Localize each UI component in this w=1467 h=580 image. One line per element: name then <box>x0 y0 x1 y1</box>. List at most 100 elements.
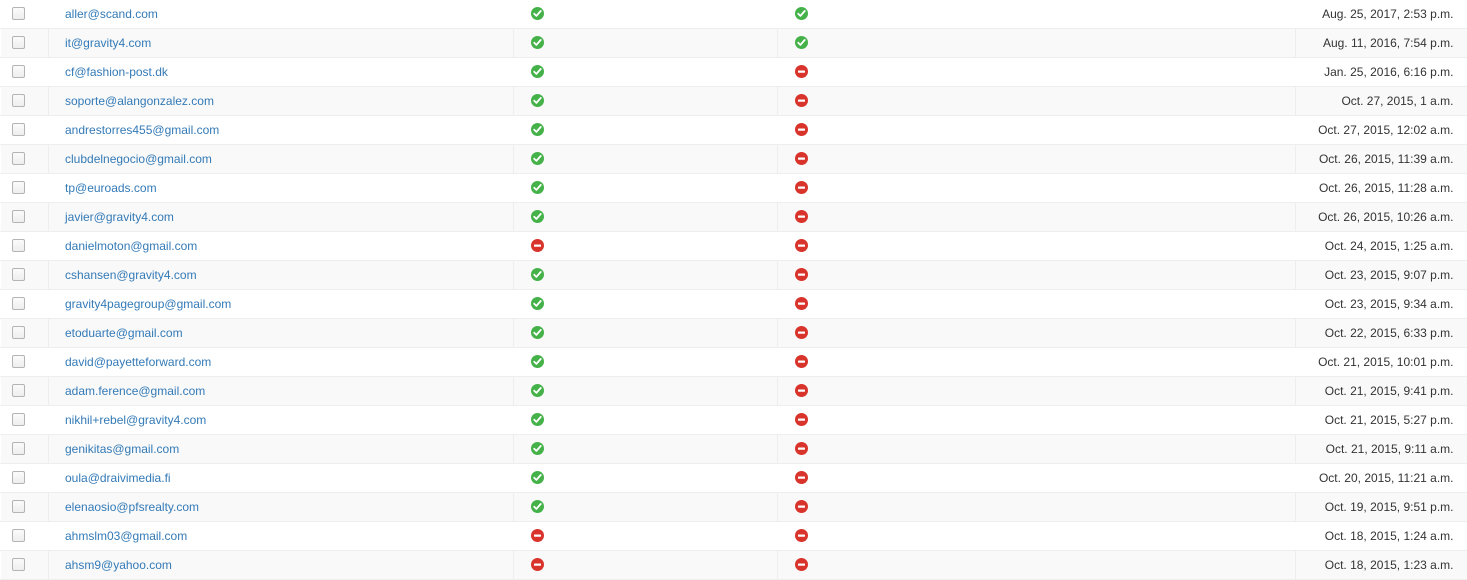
email-cell[interactable]: danielmoton@gmail.com <box>49 232 514 261</box>
email-cell[interactable]: tp@euroads.com <box>49 174 514 203</box>
email-link[interactable]: cshansen@gravity4.com <box>65 268 197 282</box>
email-link[interactable]: aller@scand.com <box>65 7 158 21</box>
row-select-checkbox[interactable] <box>12 500 25 513</box>
email-cell[interactable]: soporte@alangonzalez.com <box>49 87 514 116</box>
email-link[interactable]: ahsm9@yahoo.com <box>65 558 172 572</box>
email-link[interactable]: andrestorres455@gmail.com <box>65 123 219 137</box>
row-select-cell[interactable] <box>1 551 49 580</box>
email-link[interactable]: etoduarte@gmail.com <box>65 326 183 340</box>
email-link[interactable]: david@payetteforward.com <box>65 355 211 369</box>
row-select-cell[interactable] <box>1 319 49 348</box>
email-link[interactable]: nikhil+rebel@gravity4.com <box>65 413 206 427</box>
row-select-checkbox[interactable] <box>12 529 25 542</box>
email-link[interactable]: genikitas@gmail.com <box>65 442 179 456</box>
row-select-checkbox[interactable] <box>12 384 25 397</box>
row-select-checkbox[interactable] <box>12 268 25 281</box>
email-link[interactable]: clubdelnegocio@gmail.com <box>65 152 212 166</box>
email-cell[interactable]: david@payetteforward.com <box>49 348 514 377</box>
row-select-cell[interactable] <box>1 261 49 290</box>
row-select-cell[interactable] <box>1 377 49 406</box>
email-link[interactable]: javier@gravity4.com <box>65 210 174 224</box>
email-cell[interactable]: clubdelnegocio@gmail.com <box>49 145 514 174</box>
row-select-cell[interactable] <box>1 0 49 29</box>
email-link[interactable]: it@gravity4.com <box>65 36 151 50</box>
row-select-cell[interactable] <box>1 406 49 435</box>
email-link[interactable]: adam.ference@gmail.com <box>65 384 205 398</box>
row-select-cell[interactable] <box>1 435 49 464</box>
email-cell[interactable]: genikitas@gmail.com <box>49 435 514 464</box>
email-cell[interactable]: adam.ference@gmail.com <box>49 377 514 406</box>
row-select-checkbox[interactable] <box>12 471 25 484</box>
email-link[interactable]: ahmslm03@gmail.com <box>65 529 187 543</box>
email-cell[interactable]: it@gravity4.com <box>49 29 514 58</box>
row-select-checkbox[interactable] <box>12 65 25 78</box>
row-select-checkbox[interactable] <box>12 326 25 339</box>
row-select-cell[interactable] <box>1 203 49 232</box>
email-cell[interactable]: etoduarte@gmail.com <box>49 319 514 348</box>
row-select-checkbox[interactable] <box>12 297 25 310</box>
email-cell[interactable]: javier@gravity4.com <box>49 203 514 232</box>
row-select-cell[interactable] <box>1 522 49 551</box>
row-select-cell[interactable] <box>1 232 49 261</box>
email-cell[interactable]: gravity4pagegroup@gmail.com <box>49 290 514 319</box>
email-cell[interactable]: ahmslm03@gmail.com <box>49 522 514 551</box>
email-link[interactable]: tp@euroads.com <box>65 181 157 195</box>
email-link[interactable]: soporte@alangonzalez.com <box>65 94 214 108</box>
row-select-cell[interactable] <box>1 87 49 116</box>
row-select-cell[interactable] <box>1 348 49 377</box>
row-select-cell[interactable] <box>1 29 49 58</box>
email-link[interactable]: cf@fashion-post.dk <box>65 65 168 79</box>
row-select-cell[interactable] <box>1 145 49 174</box>
email-cell[interactable]: aller@scand.com <box>49 0 514 29</box>
row-select-checkbox[interactable] <box>12 442 25 455</box>
row-select-checkbox[interactable] <box>12 558 25 571</box>
row-select-checkbox[interactable] <box>12 7 25 20</box>
email-cell[interactable]: elenaosio@pfsrealty.com <box>49 493 514 522</box>
email-cell[interactable]: oula@draivimedia.fi <box>49 464 514 493</box>
table-row[interactable]: cf@fashion-post.dkDec. 30, 2015, 2:50 p.… <box>1 58 1467 87</box>
email-link[interactable]: elenaosio@pfsrealty.com <box>65 500 199 514</box>
email-link[interactable]: gravity4pagegroup@gmail.com <box>65 297 231 311</box>
row-select-cell[interactable] <box>1 174 49 203</box>
email-cell[interactable]: nikhil+rebel@gravity4.com <box>49 406 514 435</box>
row-select-checkbox[interactable] <box>12 239 25 252</box>
row-select-cell[interactable] <box>1 58 49 87</box>
row-select-cell[interactable] <box>1 116 49 145</box>
row-select-checkbox[interactable] <box>12 210 25 223</box>
row-select-checkbox[interactable] <box>12 123 25 136</box>
email-cell[interactable]: cf@fashion-post.dk <box>49 58 514 87</box>
email-cell[interactable]: andrestorres455@gmail.com <box>49 116 514 145</box>
row-select-cell[interactable] <box>1 493 49 522</box>
row-select-checkbox[interactable] <box>12 181 25 194</box>
email-link[interactable]: oula@draivimedia.fi <box>65 471 171 485</box>
row-select-checkbox[interactable] <box>12 94 25 107</box>
email-cell[interactable]: ahsm9@yahoo.com <box>49 551 514 580</box>
row-select-cell[interactable] <box>1 464 49 493</box>
row-select-checkbox[interactable] <box>12 152 25 165</box>
row-select-checkbox[interactable] <box>12 413 25 426</box>
row-select-cell[interactable] <box>1 290 49 319</box>
row-select-checkbox[interactable] <box>12 355 25 368</box>
row-select-checkbox[interactable] <box>12 36 25 49</box>
email-link[interactable]: danielmoton@gmail.com <box>65 239 197 253</box>
email-cell[interactable]: cshansen@gravity4.com <box>49 261 514 290</box>
